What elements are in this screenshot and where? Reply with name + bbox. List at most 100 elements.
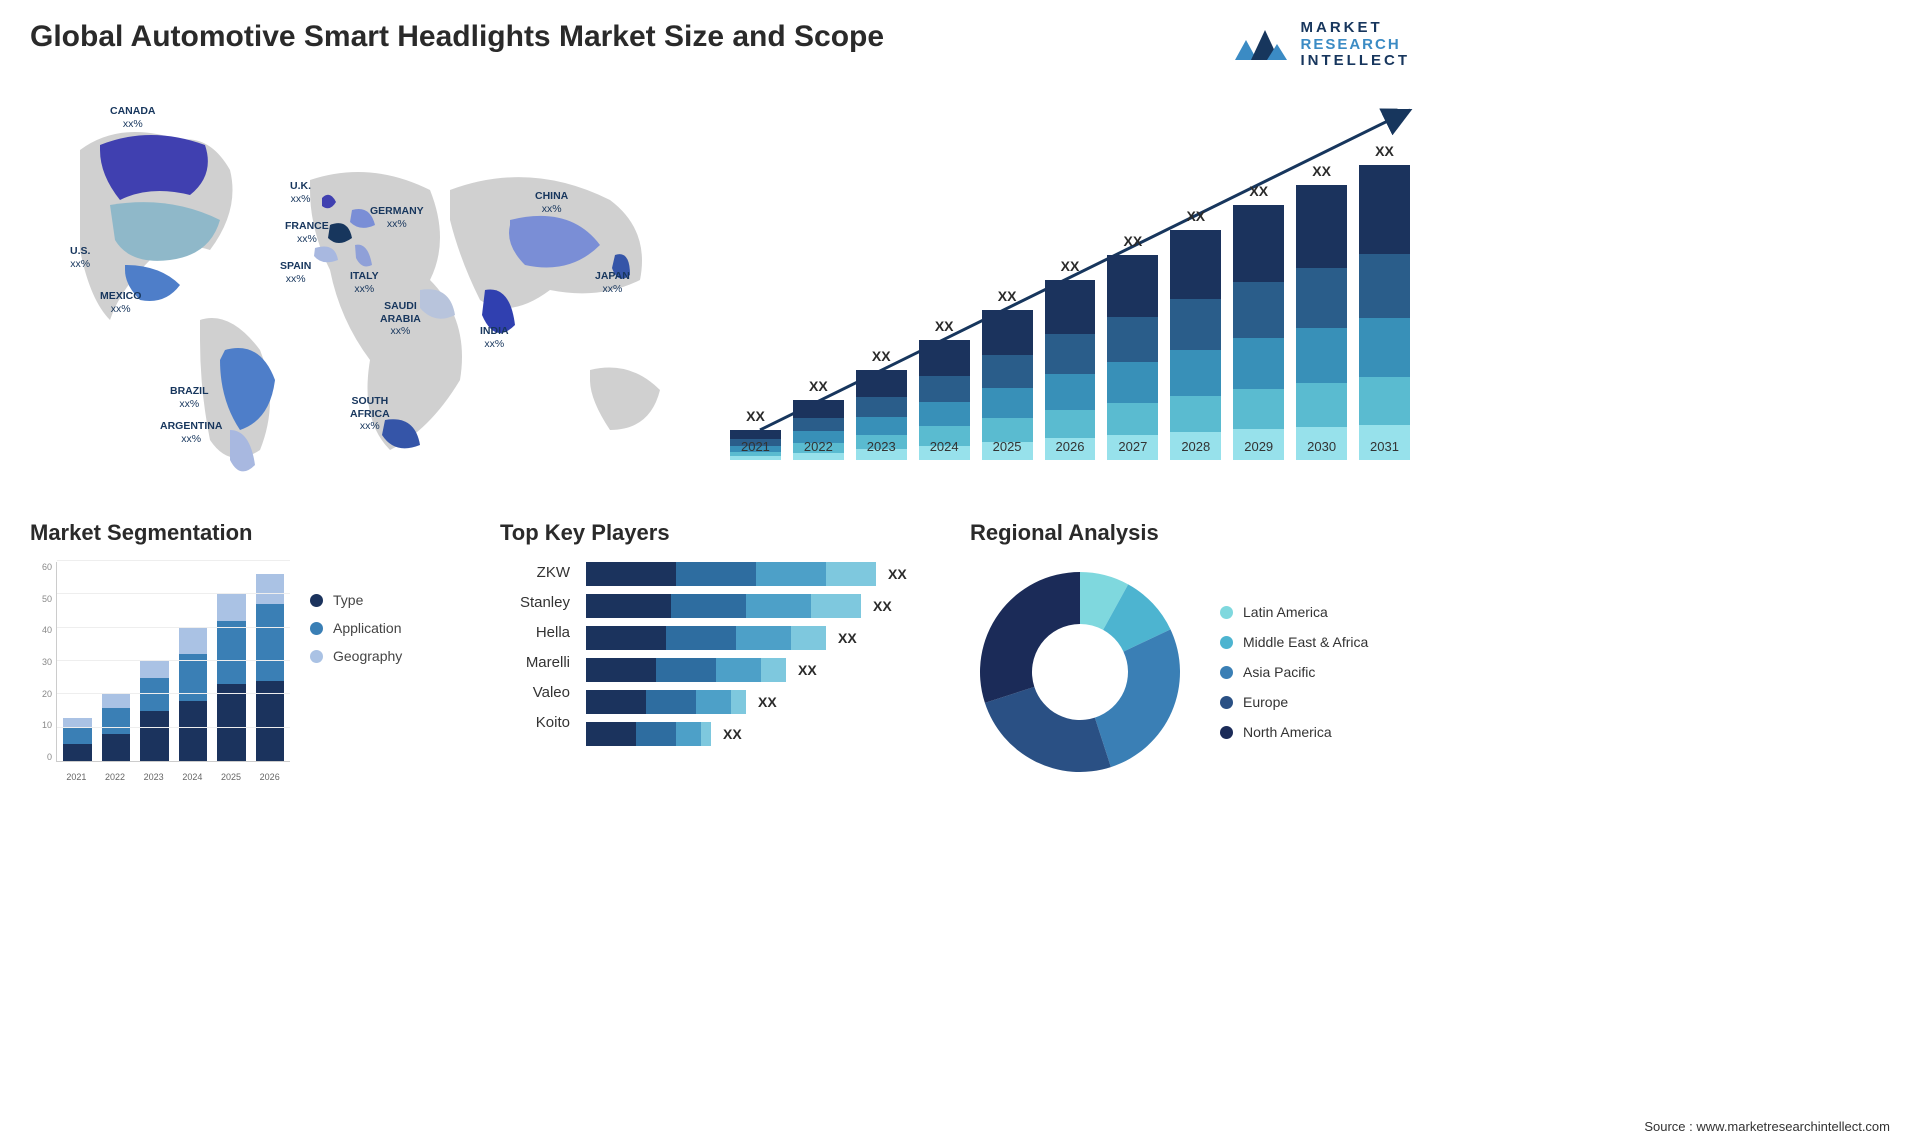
map-label-argentina: ARGENTINAxx% [160, 420, 222, 445]
growth-bar-2031: XX 2031 [1359, 143, 1410, 460]
player-label-zkw: ZKW [500, 564, 570, 581]
player-label-koito: Koito [500, 714, 570, 731]
growth-value-label: XX [809, 378, 828, 394]
growth-value-label: XX [1249, 183, 1268, 199]
player-value-label: XX [888, 566, 907, 582]
growth-value-label: XX [1312, 163, 1331, 179]
map-label-brazil: BRAZILxx% [170, 385, 209, 410]
growth-year-label: 2022 [804, 439, 833, 454]
logo-icon [1231, 20, 1291, 70]
seg-bar-2026 [256, 574, 285, 761]
seg-bar-2022 [102, 694, 131, 761]
player-label-hella: Hella [500, 624, 570, 641]
map-label-germany: GERMANYxx% [370, 205, 424, 230]
seg-legend-geography: Geography [310, 648, 402, 664]
growth-bar-2027: XX 2027 [1107, 233, 1158, 460]
growth-value-label: XX [1186, 208, 1205, 224]
growth-value-label: XX [935, 318, 954, 334]
regional-legend: Latin America Middle East & Africa Asia Pa… [1220, 604, 1368, 740]
regional-legend-latin-america: Latin America [1220, 604, 1368, 620]
growth-value-label: XX [1375, 143, 1394, 159]
growth-bar-2022: XX 2022 [793, 378, 844, 460]
regional-legend-europe: Europe [1220, 694, 1368, 710]
player-bar-koito: XX [586, 722, 940, 746]
donut-seg-asia-pacific [1095, 629, 1180, 767]
map-label-u-k-: U.K.xx% [290, 180, 311, 205]
growth-chart: XX2021XX2022XX2023XX2024XX2025XX2026XX20… [730, 90, 1410, 490]
growth-year-label: 2023 [867, 439, 896, 454]
map-label-canada: CANADAxx% [110, 105, 156, 130]
growth-bar-2029: XX 2029 [1233, 183, 1284, 460]
map-label-india: INDIAxx% [480, 325, 509, 350]
player-bar-stanley: XX [586, 594, 940, 618]
seg-legend-application: Application [310, 620, 402, 636]
segmentation-panel: Market Segmentation 0102030405060 202120… [30, 520, 470, 782]
map-label-france: FRANCExx% [285, 220, 329, 245]
growth-bar-2026: XX2026 [1045, 258, 1096, 460]
player-value-label: XX [798, 662, 817, 678]
segmentation-title: Market Segmentation [30, 520, 470, 546]
player-value-label: XX [758, 694, 777, 710]
players-panel: Top Key Players ZKW Stanley Hella Marelli Va… [500, 520, 940, 782]
growth-year-label: 2026 [1056, 439, 1085, 454]
map-label-u-s-: U.S.xx% [70, 245, 90, 270]
growth-year-label: 2025 [993, 439, 1022, 454]
growth-value-label: XX [746, 408, 765, 424]
donut-seg-europe [985, 687, 1111, 772]
seg-legend-type: Type [310, 592, 402, 608]
page-title: Global Automotive Smart Headlights Marke… [30, 20, 884, 54]
growth-year-label: 2028 [1181, 439, 1210, 454]
growth-bar-2024: XX 2024 [919, 318, 970, 460]
regional-legend-middle-east-africa: Middle East & Africa [1220, 634, 1368, 650]
players-title: Top Key Players [500, 520, 940, 546]
player-label-marelli: Marelli [500, 654, 570, 671]
players-chart: XX XX XX XX XX XX [586, 562, 940, 746]
growth-value-label: XX [998, 288, 1017, 304]
growth-value-label: XX [1124, 233, 1143, 249]
map-label-south-africa: SOUTHAFRICAxx% [350, 395, 390, 433]
player-bar-zkw: XX [586, 562, 940, 586]
growth-year-label: 2021 [741, 439, 770, 454]
growth-year-label: 2031 [1370, 439, 1399, 454]
growth-bar-2030: XX 2030 [1296, 163, 1347, 460]
source-attribution: Source : www.marketresearchintellect.com [1644, 1119, 1890, 1134]
seg-bar-2024 [179, 628, 208, 761]
regional-donut [970, 562, 1190, 782]
player-label-stanley: Stanley [500, 594, 570, 611]
growth-bar-2023: XX 2023 [856, 348, 907, 460]
map-label-italy: ITALYxx% [350, 270, 379, 295]
world-map: CANADAxx% U.S.xx% MEXICOxx% BRAZILxx% ARGENT… [30, 90, 690, 490]
growth-bar-2021: XX 2021 [730, 408, 781, 460]
regional-panel: Regional Analysis Latin America Middle Ea… [970, 520, 1410, 782]
logo-line1: MARKET [1301, 20, 1411, 37]
growth-bar-2025: XX 2025 [982, 288, 1033, 460]
player-value-label: XX [838, 630, 857, 646]
growth-year-label: 2024 [930, 439, 959, 454]
brand-logo: MARKET RESEARCH INTELLECT [1231, 20, 1411, 70]
growth-year-label: 2027 [1118, 439, 1147, 454]
seg-bar-2023 [140, 661, 169, 761]
growth-year-label: 2029 [1244, 439, 1273, 454]
map-label-mexico: MEXICOxx% [100, 290, 141, 315]
segmentation-chart: 0102030405060 202120222023202420252026 [30, 562, 290, 782]
logo-line2: RESEARCH [1301, 37, 1411, 54]
map-label-china: CHINAxx% [535, 190, 568, 215]
seg-bar-2025 [217, 594, 246, 761]
player-value-label: XX [723, 726, 742, 742]
growth-value-label: XX [872, 348, 891, 364]
segmentation-legend: Type Application Geography [310, 562, 402, 782]
player-label-valeo: Valeo [500, 684, 570, 701]
map-label-saudi-arabia: SAUDIARABIAxx% [380, 300, 421, 338]
regional-legend-asia-pacific: Asia Pacific [1220, 664, 1368, 680]
regional-title: Regional Analysis [970, 520, 1410, 546]
regional-legend-north-america: North America [1220, 724, 1368, 740]
seg-bar-2021 [63, 718, 92, 761]
growth-bar-2028: XX 2028 [1170, 208, 1221, 460]
player-bar-marelli: XX [586, 658, 940, 682]
player-bar-valeo: XX [586, 690, 940, 714]
map-label-spain: SPAINxx% [280, 260, 311, 285]
logo-line3: INTELLECT [1301, 53, 1411, 70]
player-value-label: XX [873, 598, 892, 614]
player-bar-hella: XX [586, 626, 940, 650]
growth-year-label: 2030 [1307, 439, 1336, 454]
